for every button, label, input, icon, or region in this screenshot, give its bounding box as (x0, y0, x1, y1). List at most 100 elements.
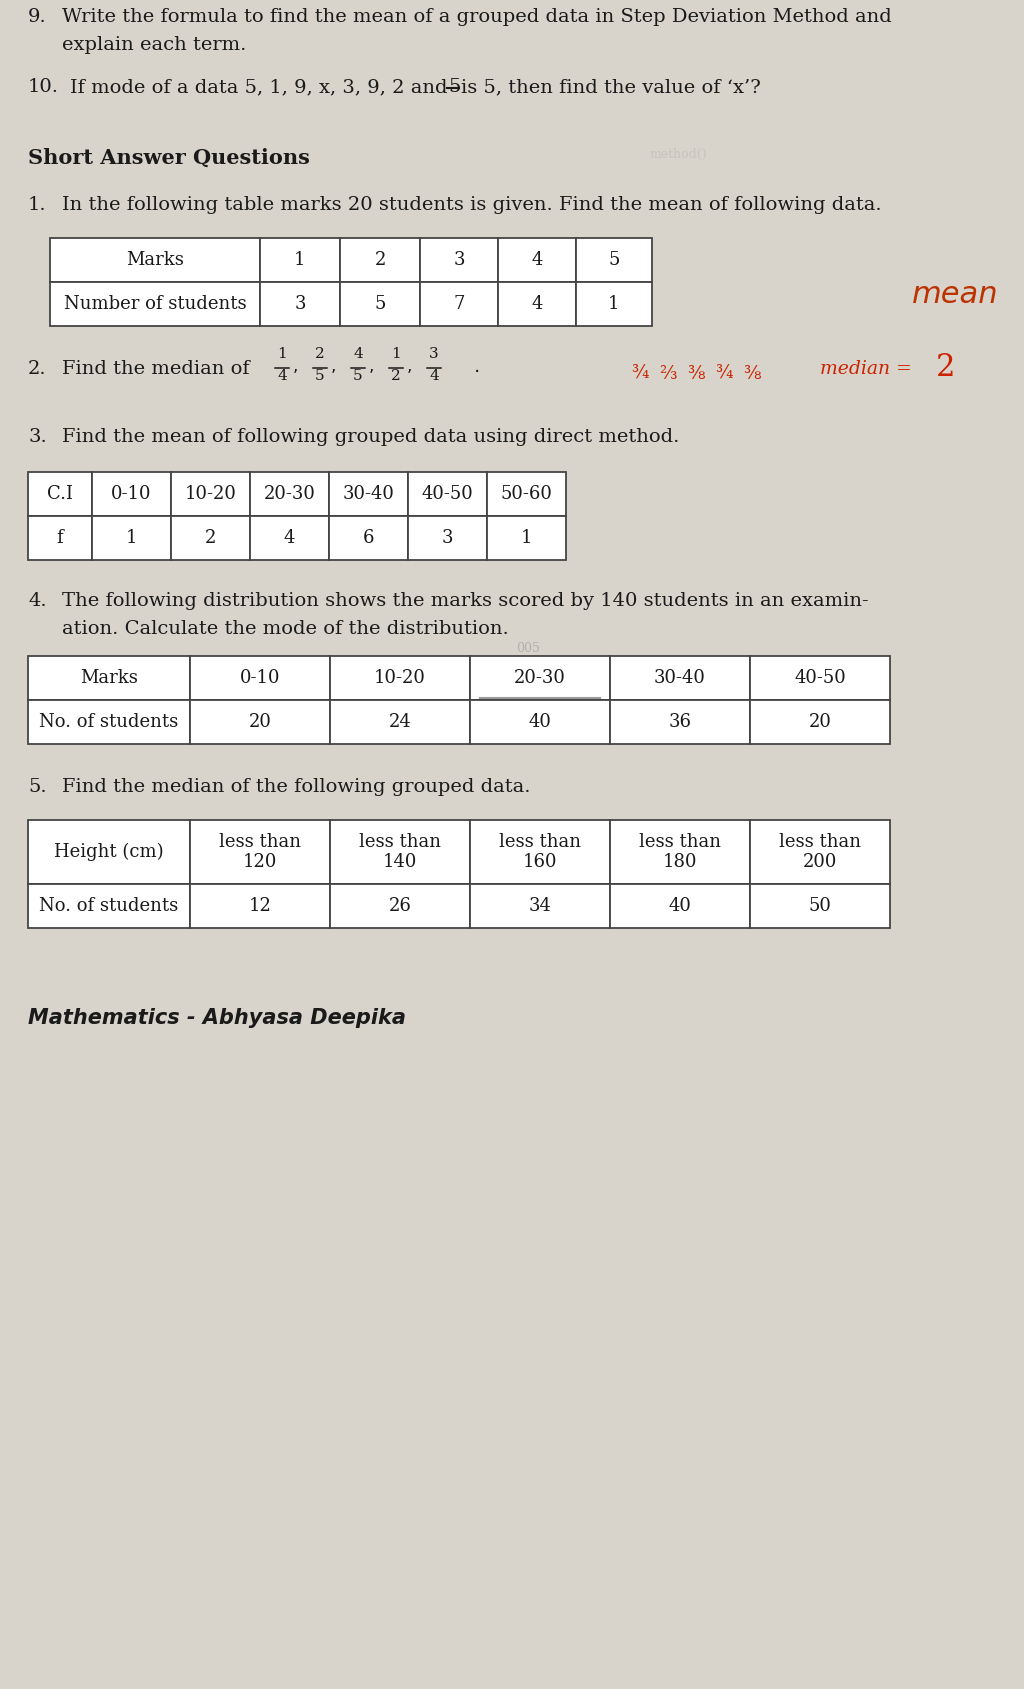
Text: 6: 6 (362, 529, 374, 547)
Bar (190, 699, 330, 743)
Text: 4: 4 (353, 346, 362, 361)
Bar (498, 238, 575, 282)
Text: 2: 2 (315, 346, 325, 361)
Text: 5: 5 (449, 78, 461, 96)
Bar (340, 238, 420, 282)
Text: 9.: 9. (28, 8, 47, 25)
Text: 34: 34 (528, 897, 552, 915)
Bar (92, 471, 171, 517)
Bar (28, 471, 92, 517)
Text: Find the median of the following grouped data.: Find the median of the following grouped… (62, 779, 530, 796)
Bar (575, 282, 652, 326)
Text: 40: 40 (669, 897, 691, 915)
Text: 005: 005 (516, 642, 540, 655)
Text: mean: mean (912, 279, 998, 309)
Text: 3.: 3. (28, 427, 47, 446)
Text: 2: 2 (936, 351, 955, 383)
Text: 3: 3 (454, 252, 465, 269)
Bar (408, 517, 487, 561)
Text: ,: , (331, 356, 336, 375)
Text: 7: 7 (454, 296, 465, 312)
Text: ⅜: ⅜ (743, 365, 761, 383)
Bar (330, 699, 470, 743)
Text: 40-50: 40-50 (795, 669, 846, 687)
Text: is 5, then find the value of ‘x’?: is 5, then find the value of ‘x’? (461, 78, 761, 96)
Bar (190, 655, 330, 699)
Text: less than
120: less than 120 (219, 833, 301, 872)
Text: 4: 4 (429, 368, 439, 383)
Text: 4: 4 (531, 252, 543, 269)
Text: Write the formula to find the mean of a grouped data in Step Deviation Method an: Write the formula to find the mean of a … (62, 8, 892, 25)
Text: ation. Calculate the mode of the distribution.: ation. Calculate the mode of the distrib… (62, 620, 509, 638)
Text: 36: 36 (669, 713, 691, 731)
Text: Short Answer Questions: Short Answer Questions (28, 149, 310, 167)
Text: 26: 26 (388, 897, 412, 915)
Bar (575, 238, 652, 282)
Bar (487, 471, 566, 517)
Text: 2: 2 (205, 529, 216, 547)
Text: ,: , (407, 356, 413, 375)
Text: 4: 4 (531, 296, 543, 312)
Text: less than
200: less than 200 (779, 833, 861, 872)
Text: explain each term.: explain each term. (62, 35, 247, 54)
Bar (28, 819, 190, 883)
Text: Mathematics - Abhyasa Deepika: Mathematics - Abhyasa Deepika (28, 1008, 406, 1029)
Bar (250, 471, 329, 517)
Bar (28, 655, 190, 699)
Text: 5: 5 (353, 368, 362, 383)
Bar (171, 471, 250, 517)
Bar (750, 819, 890, 883)
Text: median =: median = (820, 360, 912, 378)
Text: 5: 5 (315, 368, 325, 383)
Text: 10.: 10. (28, 78, 59, 96)
Text: No. of students: No. of students (39, 713, 178, 731)
Bar (750, 655, 890, 699)
Text: 20-30: 20-30 (514, 669, 566, 687)
Text: .: . (474, 356, 480, 375)
Bar (610, 655, 750, 699)
Text: 40-50: 40-50 (422, 485, 473, 503)
Bar (330, 883, 470, 927)
Bar (50, 282, 260, 326)
Bar (92, 517, 171, 561)
Bar (340, 282, 420, 326)
Text: 2.: 2. (28, 360, 47, 378)
Bar (750, 699, 890, 743)
Text: less than
160: less than 160 (499, 833, 581, 872)
Text: ¾: ¾ (716, 365, 733, 383)
Bar (260, 238, 340, 282)
Text: 3: 3 (441, 529, 454, 547)
Text: 30-40: 30-40 (654, 669, 706, 687)
Text: ,: , (293, 356, 298, 375)
Bar (408, 471, 487, 517)
Bar (470, 819, 610, 883)
Bar (171, 517, 250, 561)
Bar (190, 883, 330, 927)
Text: f: f (56, 529, 63, 547)
Bar (28, 883, 190, 927)
Text: 4: 4 (284, 529, 295, 547)
Bar (610, 699, 750, 743)
Text: In the following table marks 20 students is given. Find the mean of following da: In the following table marks 20 students… (62, 196, 882, 215)
Text: 2: 2 (375, 252, 386, 269)
Bar (470, 883, 610, 927)
Text: 20: 20 (249, 713, 271, 731)
Text: ⅜: ⅜ (687, 365, 705, 383)
Text: 12: 12 (249, 897, 271, 915)
Text: Find the median of: Find the median of (62, 360, 250, 378)
Bar (28, 517, 92, 561)
Text: 40: 40 (528, 713, 552, 731)
Text: 3: 3 (294, 296, 306, 312)
Text: 3: 3 (429, 346, 439, 361)
Text: Marks: Marks (126, 252, 184, 269)
Bar (330, 819, 470, 883)
Bar (610, 883, 750, 927)
Bar (610, 819, 750, 883)
Text: 2: 2 (391, 368, 400, 383)
Text: 5: 5 (375, 296, 386, 312)
Text: ¾: ¾ (632, 365, 648, 383)
Text: Number of students: Number of students (63, 296, 247, 312)
Bar (470, 655, 610, 699)
Text: Marks: Marks (80, 669, 138, 687)
Bar (498, 282, 575, 326)
